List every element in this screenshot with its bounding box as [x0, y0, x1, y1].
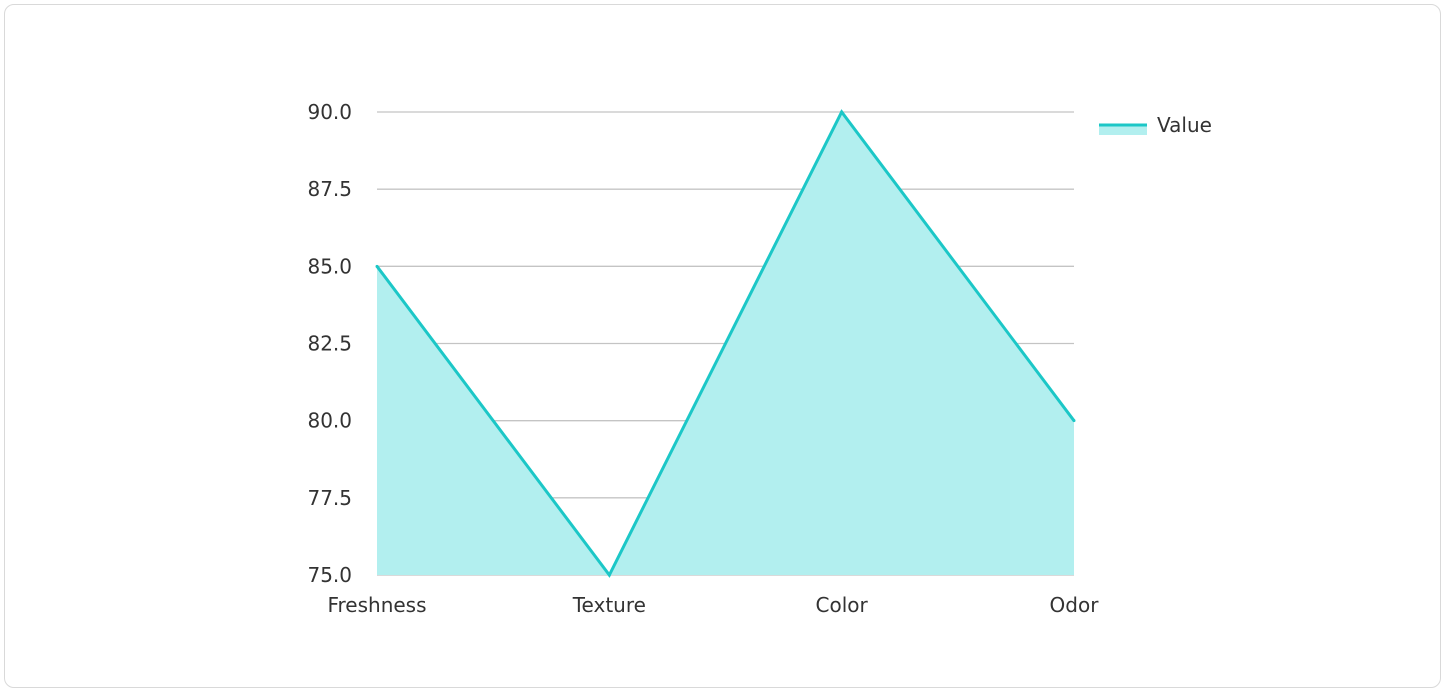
y-tick-label: 87.5 — [307, 177, 352, 201]
area-layer — [375, 109, 1076, 578]
data-point-freshness[interactable] — [375, 264, 379, 268]
y-axis-tick-labels: 75.0 77.5 80.0 82.5 85.0 87.5 90.0 — [307, 100, 352, 587]
data-point-color[interactable] — [840, 110, 844, 114]
x-tick-label: Texture — [572, 593, 646, 617]
legend-label-value: Value — [1157, 113, 1212, 137]
data-point-texture[interactable] — [607, 573, 611, 577]
y-tick-label: 90.0 — [307, 100, 352, 124]
y-tick-label: 75.0 — [307, 563, 352, 587]
legend: Value — [1099, 113, 1212, 137]
data-point-odor[interactable] — [1072, 419, 1076, 423]
x-tick-label: Odor — [1050, 593, 1100, 617]
x-tick-label: Freshness — [327, 593, 426, 617]
legend-swatch-fill — [1099, 125, 1147, 135]
series-line — [375, 109, 1076, 578]
x-axis-tick-labels: Freshness Texture Color Odor — [327, 593, 1099, 617]
y-tick-label: 77.5 — [307, 486, 352, 510]
x-tick-label: Color — [816, 593, 869, 617]
y-tick-label: 82.5 — [307, 332, 352, 356]
y-tick-label: 80.0 — [307, 409, 352, 433]
y-tick-label: 85.0 — [307, 254, 352, 278]
